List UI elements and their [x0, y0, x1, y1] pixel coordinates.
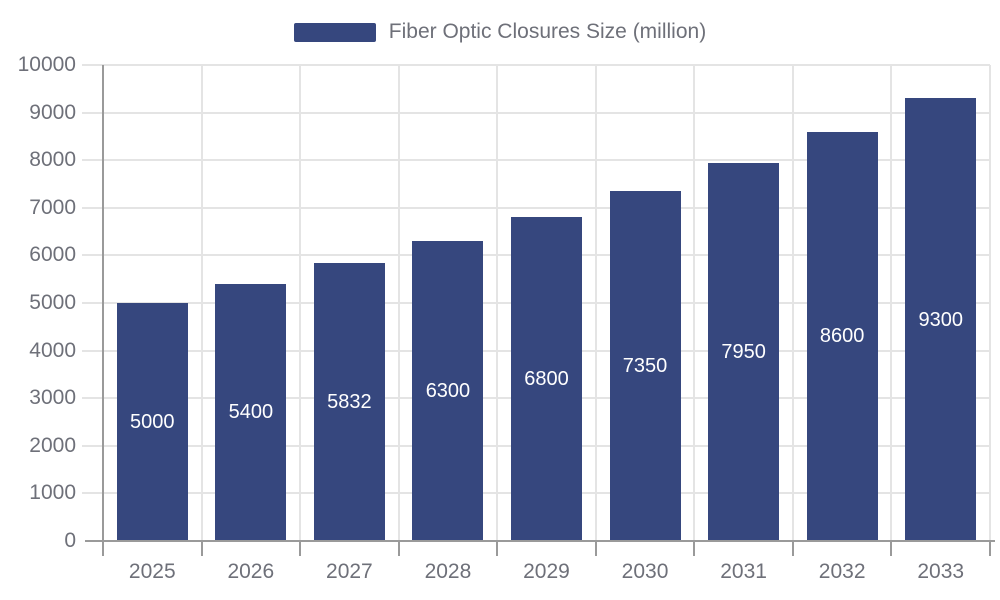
x-axis-label: 2030: [621, 560, 669, 583]
x-axis-tick: [397, 542, 400, 556]
x-axis-tick: [496, 542, 499, 556]
bar-value-label: 8600: [819, 325, 865, 348]
x-axis-tick: [299, 542, 302, 556]
gridline: [299, 65, 302, 541]
bar-value-label: 7350: [622, 355, 668, 378]
gridline: [82, 159, 990, 162]
legend-label: Fiber Optic Closures Size (million): [388, 20, 707, 43]
gridline: [82, 206, 990, 209]
legend-item[interactable]: Fiber Optic Closures Size (million): [0, 16, 1000, 48]
bar-value-label: 5400: [228, 401, 274, 424]
x-axis-label: 2029: [523, 560, 570, 583]
y-axis-label: 8000: [29, 148, 76, 172]
y-axis-label: 1000: [29, 481, 76, 505]
y-axis-label: 9000: [29, 100, 76, 124]
x-axis-label: 2025: [128, 560, 176, 583]
gridline: [82, 111, 990, 114]
legend-swatch-icon: [293, 22, 376, 42]
bar[interactable]: [806, 131, 878, 541]
bar-value-label: 5832: [327, 391, 372, 414]
y-axis-label: 2000: [29, 433, 76, 457]
y-axis-label: 3000: [29, 386, 76, 410]
x-axis-label: 2028: [424, 560, 472, 583]
bar-value-label: 7950: [721, 340, 766, 363]
y-axis-label: 5000: [29, 291, 76, 314]
x-axis-label: 2032: [818, 560, 866, 583]
bar[interactable]: [215, 283, 287, 541]
gridline: [594, 65, 597, 541]
y-axis-label: 6000: [29, 243, 76, 267]
gridline: [890, 65, 893, 541]
bar-value-label: 6800: [524, 368, 569, 391]
bar[interactable]: [511, 217, 582, 541]
bar[interactable]: [708, 162, 780, 541]
gridline: [82, 64, 990, 66]
y-axis-label: 7000: [29, 195, 76, 219]
bar[interactable]: [313, 263, 385, 541]
y-axis-label: 10000: [17, 53, 76, 76]
x-axis-tick: [791, 542, 794, 556]
gridline: [200, 65, 203, 541]
x-axis-tick: [890, 542, 893, 556]
bar[interactable]: [412, 241, 484, 541]
x-axis-tick: [594, 542, 597, 556]
y-axis-label: 0: [64, 529, 76, 552]
gridline: [397, 65, 400, 541]
bar[interactable]: [905, 98, 977, 541]
x-axis-label: 2027: [326, 560, 373, 583]
gridline: [693, 65, 696, 541]
bar-value-label: 6300: [425, 380, 471, 403]
bar[interactable]: [116, 303, 188, 541]
bar-value-label: 5000: [130, 411, 175, 433]
y-axis-line: [102, 65, 104, 556]
x-axis-label: 2031: [720, 560, 767, 583]
bar[interactable]: [609, 191, 681, 541]
x-axis-tick: [693, 542, 696, 556]
gridline: [791, 65, 794, 541]
gridline: [496, 65, 499, 541]
x-axis-line: [85, 540, 995, 542]
x-axis-tick: [989, 542, 991, 556]
x-axis-label: 2033: [917, 560, 965, 583]
x-axis-tick: [200, 542, 203, 556]
x-axis-label: 2026: [227, 560, 275, 583]
bar-value-label: 9300: [918, 308, 963, 331]
gridline: [989, 65, 991, 541]
y-axis-label: 4000: [29, 338, 76, 362]
